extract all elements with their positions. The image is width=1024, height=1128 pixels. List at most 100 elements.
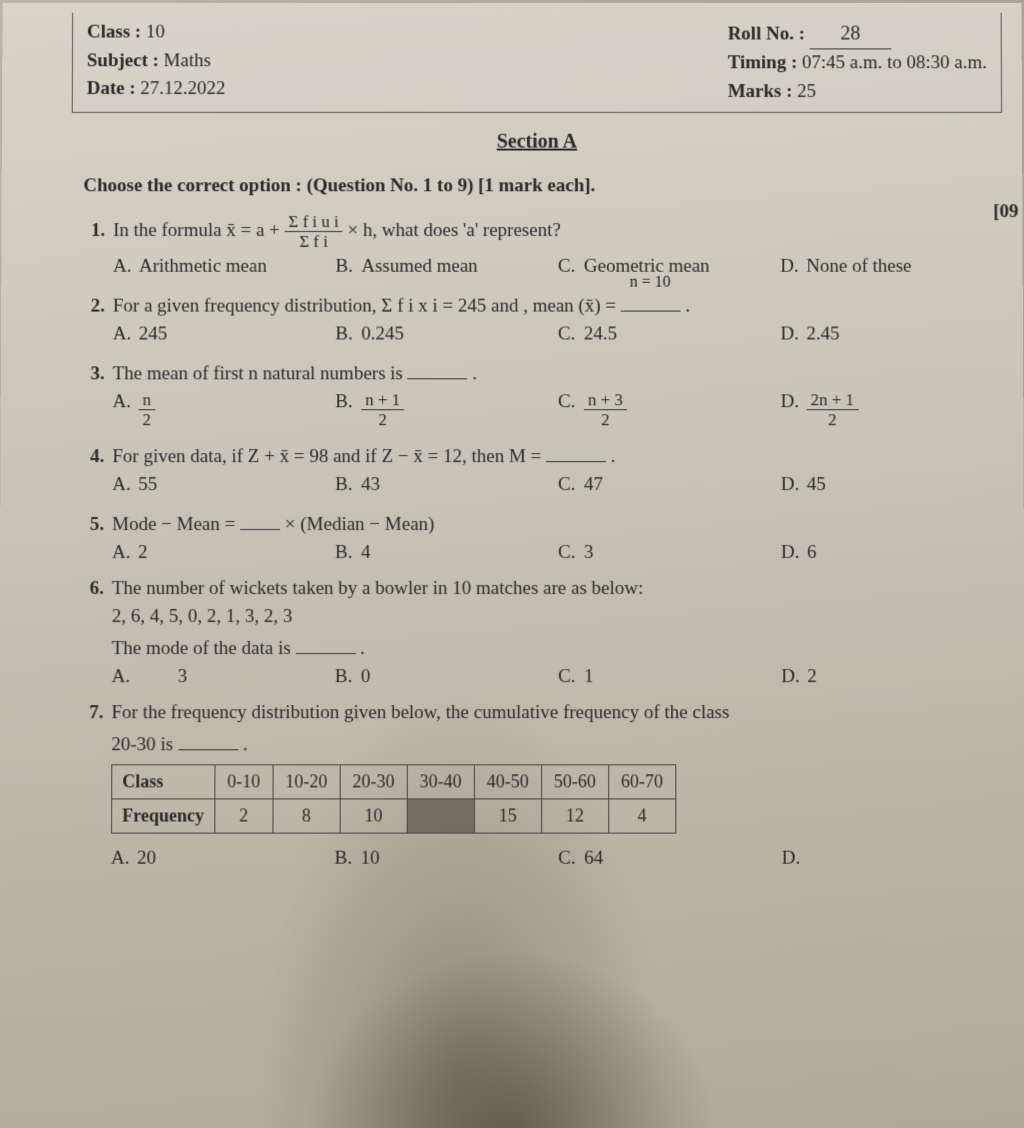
q2-opt-b: B.0.245 bbox=[335, 324, 558, 346]
cell: 30-40 bbox=[407, 765, 474, 799]
q1-b-val: Assumed mean bbox=[361, 256, 558, 278]
q3-t: The mean of first n natural numbers is bbox=[113, 363, 408, 384]
label-a: A. bbox=[113, 391, 139, 413]
q6-opt-c: C.1 bbox=[558, 666, 781, 688]
q2-b-val: 0.245 bbox=[361, 324, 558, 346]
label-b: B. bbox=[335, 474, 361, 496]
q4-opt-d: D.45 bbox=[781, 474, 1004, 496]
q4-blank bbox=[546, 442, 606, 462]
label-d: D. bbox=[781, 474, 807, 496]
question-1: 1. In the formula x̄ = a + Σ f i u iΣ f … bbox=[71, 213, 1003, 278]
timing-label: Timing : bbox=[728, 52, 798, 73]
cell: 10-20 bbox=[273, 765, 340, 799]
q2-opt-a: A.245 bbox=[113, 324, 336, 346]
label-c: C. bbox=[558, 324, 584, 346]
label-a: A. bbox=[112, 666, 138, 688]
q1-fraction: Σ f i u iΣ f i bbox=[284, 213, 342, 250]
label-d: D. bbox=[782, 848, 808, 870]
q7-blank bbox=[178, 730, 238, 750]
q4-t: For given data, if Z + x̄ = 98 and if Z … bbox=[112, 446, 546, 467]
marks-label: Marks : bbox=[728, 81, 793, 102]
q5-d-val: 6 bbox=[807, 542, 1004, 564]
q5-post: × (Median − Mean) bbox=[280, 514, 434, 535]
section-title: Section A bbox=[72, 131, 1003, 154]
label-a: A. bbox=[113, 324, 139, 346]
q4-opt-a: A.55 bbox=[112, 474, 335, 496]
cell-obscured bbox=[407, 799, 474, 833]
q2-options: A.245 B.0.245 C.24.5 D.2.45 bbox=[113, 324, 1003, 346]
label-b: B. bbox=[335, 666, 361, 688]
q4-options: A.55 B.43 C.47 D.45 bbox=[112, 474, 1003, 496]
date-value: 27.12.2022 bbox=[140, 78, 225, 99]
cell: 4 bbox=[608, 799, 675, 833]
q7-num: 7. bbox=[69, 702, 111, 724]
q1-opt-d: D.None of these bbox=[780, 256, 1002, 278]
cell: 12 bbox=[541, 799, 608, 833]
header-right: Roll No. : 28 Timing : 07:45 a.m. to 08:… bbox=[728, 19, 987, 106]
q6-opt-b: B.0 bbox=[335, 666, 558, 688]
q6-t2: The mode of the data is bbox=[112, 638, 296, 659]
q7-text2: 20-30 is . bbox=[111, 730, 1004, 756]
label-c: C. bbox=[558, 474, 584, 496]
class-value: 10 bbox=[146, 22, 165, 43]
q1-opt-a: A.Arithmetic mean bbox=[113, 256, 335, 278]
timing-value: 07:45 a.m. to 08:30 a.m. bbox=[802, 52, 987, 73]
f: 2 bbox=[584, 410, 627, 428]
q4-text: For given data, if Z + x̄ = 98 and if Z … bbox=[112, 442, 1003, 468]
q7-opt-a: A.20 bbox=[111, 848, 335, 870]
f: 2 bbox=[361, 410, 404, 428]
question-4: 4. For given data, if Z + x̄ = 98 and if… bbox=[70, 442, 1003, 496]
q4-opt-b: B.43 bbox=[335, 474, 558, 496]
q2-text: For a given frequency distribution, Σ f … bbox=[113, 292, 1003, 318]
q2-blank bbox=[621, 292, 681, 312]
label-a: A. bbox=[112, 542, 138, 564]
label-a: A. bbox=[111, 848, 137, 870]
cell: 60-70 bbox=[608, 765, 675, 799]
q3-opt-a: A.n2 bbox=[112, 391, 335, 428]
q1-opt-b: B.Assumed mean bbox=[335, 256, 557, 278]
q4-b-val: 43 bbox=[361, 474, 558, 496]
label-d: D. bbox=[780, 324, 806, 346]
label-c: C. bbox=[558, 542, 584, 564]
q2-opt-d: D.2.45 bbox=[780, 324, 1003, 346]
question-2: n = 10 2. For a given frequency distribu… bbox=[71, 292, 1003, 346]
q7-options: A.20 B.10 C.64 D. bbox=[111, 848, 1005, 870]
q4-d-val: 45 bbox=[807, 474, 1004, 496]
q4-a-val: 55 bbox=[138, 474, 335, 496]
q5-text: Mode − Mean = × (Median − Mean) bbox=[112, 510, 1004, 536]
question-3: 3. The mean of first n natural numbers i… bbox=[71, 359, 1004, 428]
table-row: Class 0-10 10-20 20-30 30-40 40-50 50-60… bbox=[112, 765, 676, 799]
q1-frac-num: Σ f i u i bbox=[284, 213, 342, 232]
cell: 40-50 bbox=[474, 765, 541, 799]
q6-text1: The number of wickets taken by a bowler … bbox=[112, 578, 1004, 600]
table-row: Frequency 2 8 10 15 12 4 bbox=[112, 799, 676, 833]
q2-t: For a given frequency distribution, Σ f … bbox=[113, 296, 621, 317]
q7-b-val: 10 bbox=[361, 848, 559, 870]
f: 2n + 1 bbox=[807, 391, 859, 410]
marks-value: 25 bbox=[797, 81, 816, 102]
q5-pre: Mode − Mean = bbox=[112, 514, 240, 535]
label-c: C. bbox=[558, 256, 584, 278]
q5-blank bbox=[240, 510, 280, 530]
cell: 20-30 bbox=[340, 765, 407, 799]
label-d: D. bbox=[781, 666, 807, 688]
date-label: Date : bbox=[87, 78, 136, 99]
q7-text1: For the frequency distribution given bel… bbox=[111, 702, 1004, 724]
q5-options: A.2 B.4 C.3 D.6 bbox=[112, 542, 1004, 564]
q3-options: A.n2 B.n + 12 C.n + 32 D.2n + 12 bbox=[112, 391, 1003, 428]
f: 2 bbox=[138, 410, 155, 428]
cell: 0-10 bbox=[215, 765, 273, 799]
q1-options: A.Arithmetic mean B.Assumed mean C.Geome… bbox=[113, 256, 1003, 278]
q6-num: 6. bbox=[70, 578, 112, 600]
subject-value: Maths bbox=[164, 50, 211, 71]
label-c: C. bbox=[558, 666, 584, 688]
q6-text2: The mode of the data is . bbox=[112, 634, 1005, 660]
label-d: D. bbox=[780, 256, 806, 278]
q1-text: In the formula x̄ = a + Σ f i u iΣ f i ×… bbox=[113, 213, 1003, 250]
q3-blank bbox=[408, 359, 468, 379]
q6-opt-d: D.2 bbox=[781, 666, 1004, 688]
instruction: Choose the correct option : (Question No… bbox=[83, 175, 1002, 197]
q6-options: A.3 B.0 C.1 D.2 bbox=[112, 666, 1005, 688]
q6-b-val: 0 bbox=[361, 666, 558, 688]
thumb-shadow bbox=[306, 949, 718, 1128]
